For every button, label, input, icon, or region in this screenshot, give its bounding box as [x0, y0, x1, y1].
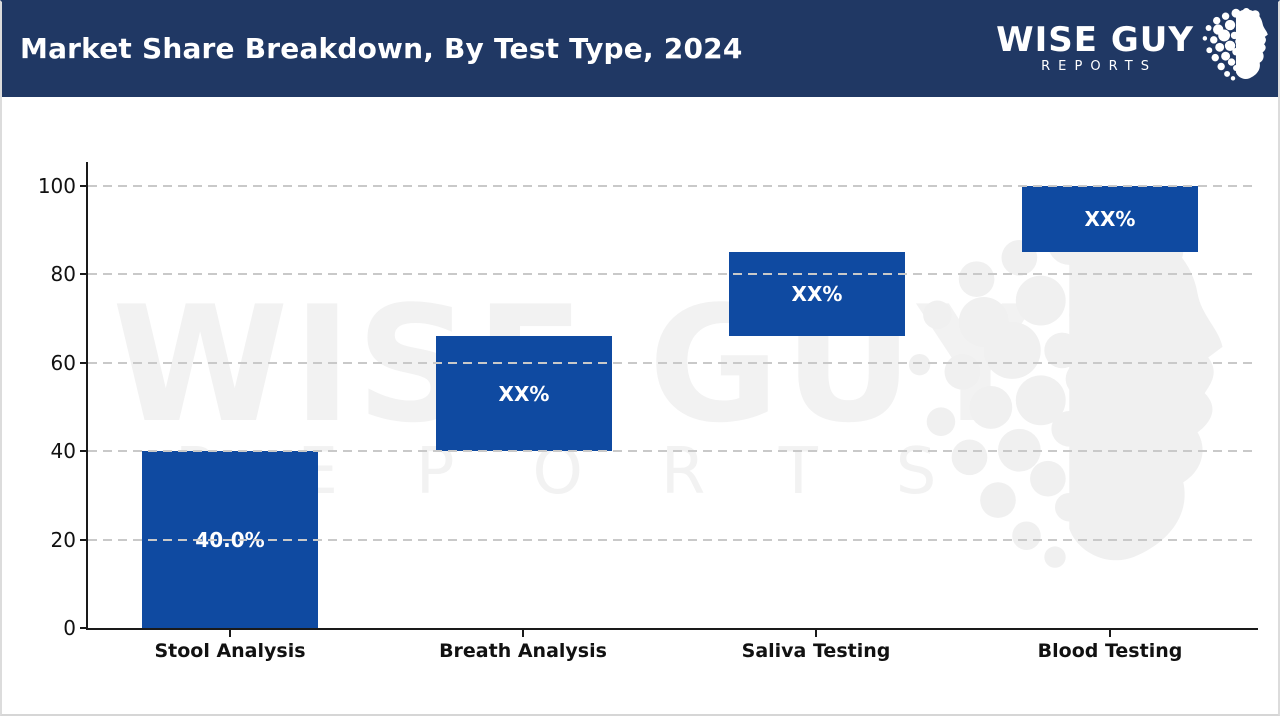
bar-value-label: XX% [1084, 207, 1136, 231]
x-tick [229, 630, 231, 637]
y-axis-line [86, 162, 88, 630]
y-tick-label: 0 [63, 616, 76, 640]
y-tick-label: 80 [50, 262, 76, 286]
x-tick [1109, 630, 1111, 637]
y-tick [80, 539, 88, 541]
y-tick [80, 185, 88, 187]
brand-logo-text: WISE GUY REPORTS [996, 21, 1194, 75]
gridline-40 [88, 450, 1258, 452]
y-tick [80, 627, 88, 629]
gridline-60 [88, 362, 1258, 364]
y-tick [80, 362, 88, 364]
x-axis-line [86, 628, 1258, 630]
header-bar: Market Share Breakdown, By Test Type, 20… [0, 0, 1280, 97]
chart-title: Market Share Breakdown, By Test Type, 20… [20, 32, 743, 65]
x-tick-label-saliva-testing: Saliva Testing [741, 640, 891, 662]
x-tick-label-blood-testing: Blood Testing [1037, 640, 1183, 662]
bar-blood-testing: XX% [1022, 186, 1198, 252]
x-tick [815, 630, 817, 637]
bar-value-label: XX% [791, 282, 843, 306]
brand-face-dots-icon [1202, 8, 1268, 81]
brand-subtext: REPORTS [1041, 59, 1158, 74]
gridline-100 [88, 185, 1258, 187]
watermark-face-dots-icon [908, 218, 1223, 568]
brand-wordmark: WISE GUY [996, 20, 1194, 60]
x-tick-label-stool-analysis: Stool Analysis [154, 640, 306, 662]
y-tick-label: 40 [50, 439, 76, 463]
brand-logo: WISE GUY REPORTS [996, 4, 1270, 92]
y-tick-label: 60 [50, 351, 76, 375]
y-tick [80, 273, 88, 275]
x-tick [522, 630, 524, 637]
bar-value-label: XX% [498, 381, 550, 406]
plot-area: WISE GUY REPORTS 40.0% XX% XX% XX% [0, 97, 1280, 714]
gridline-20 [88, 539, 1258, 541]
bar-breath-analysis: XX% [436, 336, 612, 451]
bar-saliva-testing: XX% [729, 252, 905, 336]
y-tick-label: 20 [50, 528, 76, 552]
x-tick-label-breath-analysis: Breath Analysis [439, 640, 607, 662]
y-tick [80, 450, 88, 452]
gridline-80 [88, 273, 1258, 275]
y-tick-label: 100 [37, 174, 76, 198]
